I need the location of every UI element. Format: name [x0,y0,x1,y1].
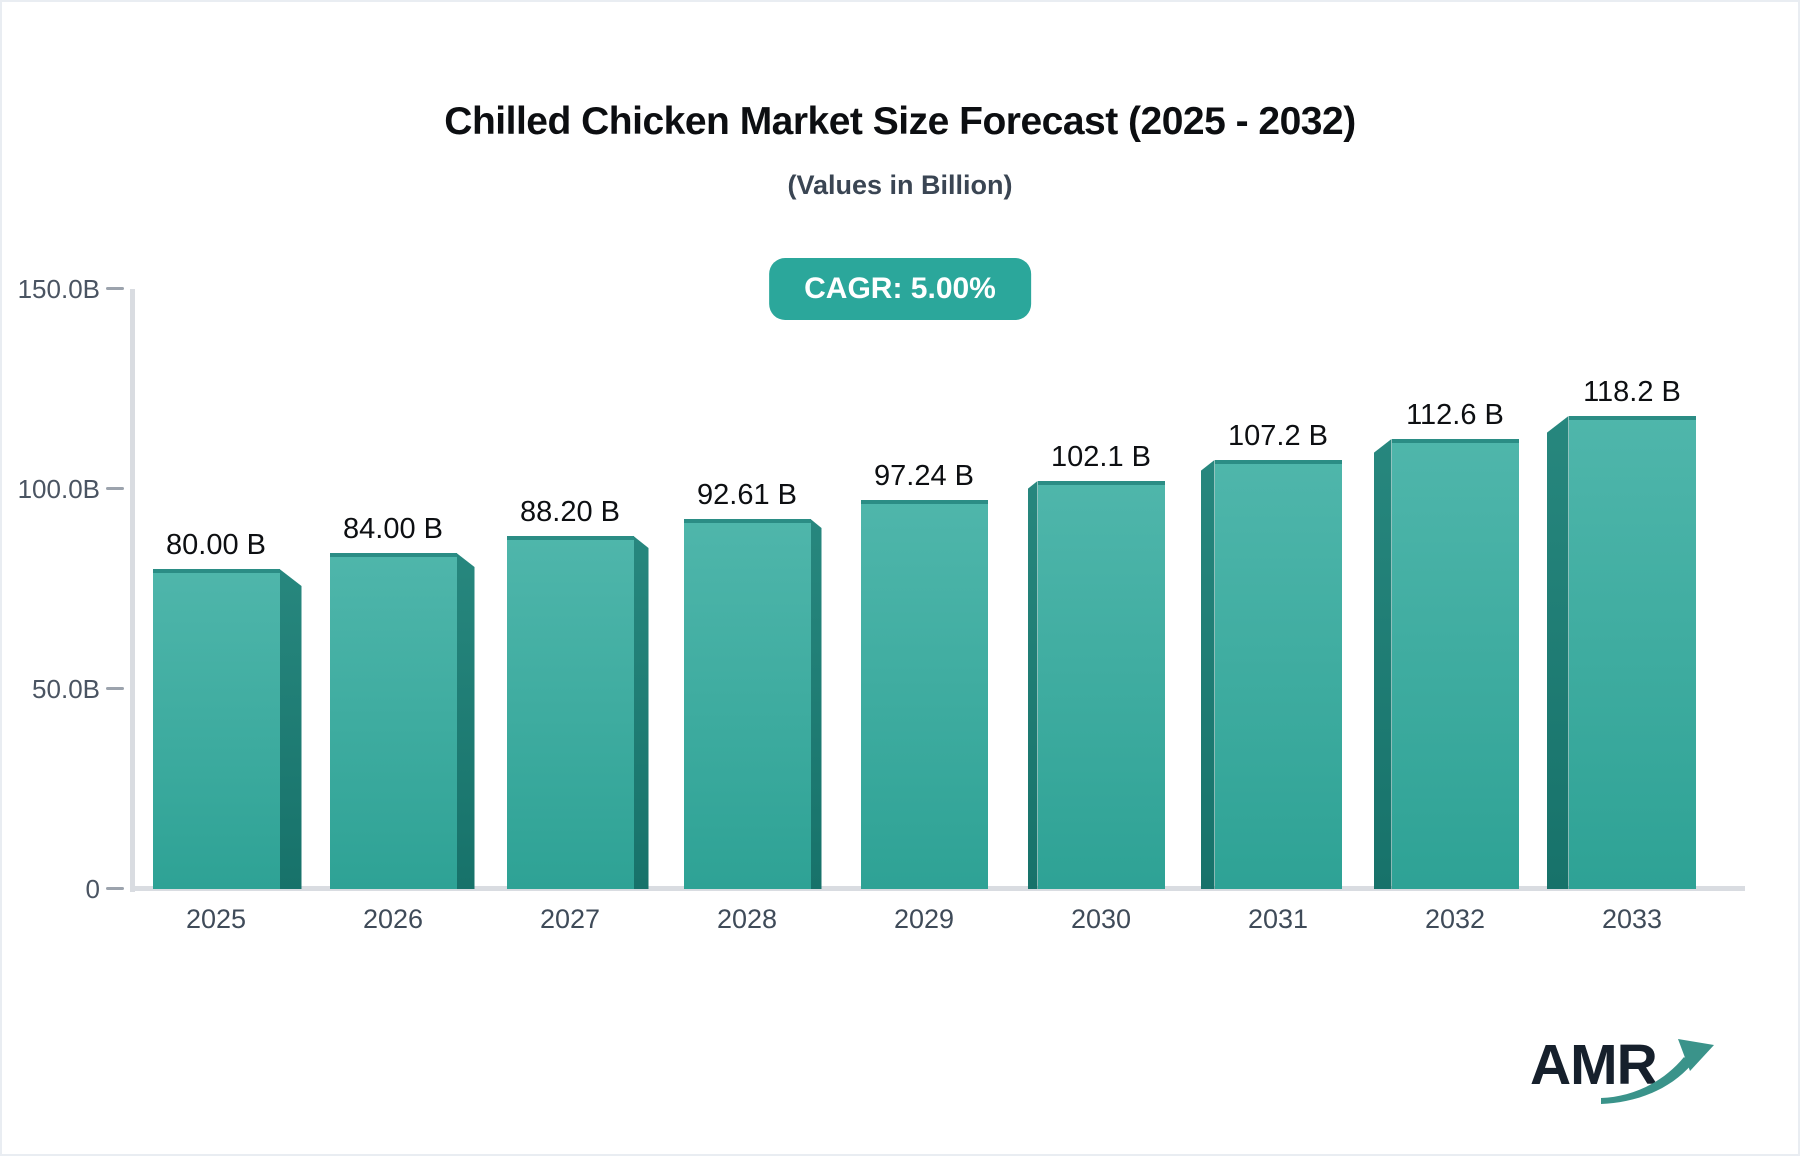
bar-value-label: 92.61 B [697,479,797,511]
brand-logo-text: AMR [1530,1033,1658,1097]
bar-front-face [1037,481,1165,889]
bar-side-face [633,536,649,889]
bar-value-label: 102.1 B [1051,441,1151,473]
bar-top-edge [1391,439,1519,443]
brand-logo: AMR [1530,1032,1730,1122]
x-axis-label-2029: 2029 [893,904,955,934]
y-tick-label: 0 [85,874,100,904]
y-tick-mark [106,887,124,890]
bar-front-face [1214,460,1342,889]
bar-2029 [860,500,988,889]
bar-side-face [1027,481,1038,889]
bar-value-label: 88.20 B [520,496,620,528]
x-axis-label-2025: 2025 [185,904,247,934]
bar-value-label: 107.2 B [1228,420,1328,452]
bar-side-face [456,553,475,889]
bar-front-face [860,500,988,889]
bar-2030 [1027,481,1165,889]
bar-2025 [152,569,302,889]
x-axis-label-2030: 2030 [1070,904,1132,934]
bar-value-label: 84.00 B [343,513,443,545]
bar-2028 [683,519,822,889]
y-tick-label: 100.0B [17,474,100,504]
x-axis-label-2032: 2032 [1424,904,1486,934]
x-axis-label-2028: 2028 [716,904,778,934]
bar-value-label: 80.00 B [166,529,266,561]
bar-top-edge [329,553,457,557]
chart-title: Chilled Chicken Market Size Forecast (20… [444,100,1356,143]
y-tick-mark [106,487,124,490]
bar-value-label: 112.6 B [1406,399,1504,431]
bar-side-face [279,569,302,889]
bar-top-edge [506,536,634,540]
bar-front-face [1568,416,1696,889]
x-axis-label-2033: 2033 [1601,904,1663,934]
y-tick-label: 150.0B [17,274,100,304]
bar-top-edge [1568,416,1696,420]
bar-top-edge [152,569,280,573]
y-tick-mark [106,687,124,690]
bar-side-face [1373,439,1392,889]
cagr-badge: CAGR: 5.00% [769,258,1031,320]
bar-front-face [152,569,280,889]
bar-side-face [1200,460,1215,889]
bar-value-label: 97.24 B [874,460,974,492]
bar-value-label: 118.2 B [1583,376,1681,408]
bar-top-edge [683,519,811,523]
growth-arrow-icon [1601,1039,1714,1104]
bar-2033 [1546,416,1696,889]
bar-2031 [1200,460,1342,889]
bar-side-face [810,519,822,889]
bar-top-edge [860,500,988,504]
x-axis-label-2027: 2027 [539,904,601,934]
bar-top-edge [1214,460,1342,464]
bar-2026 [329,553,475,889]
y-tick-label: 50.0B [32,674,100,704]
bar-front-face [683,519,811,889]
chart-subtitle: (Values in Billion) [787,170,1013,200]
y-axis-line [130,289,135,892]
bar-side-face [1546,416,1569,889]
bar-front-face [506,536,634,889]
bar-2032 [1373,439,1519,889]
x-axis-label-2031: 2031 [1247,904,1309,934]
x-axis-label-2026: 2026 [362,904,424,934]
bar-front-face [329,553,457,889]
bar-top-edge [1037,481,1165,485]
y-tick-mark [106,287,124,290]
bar-2027 [506,536,649,889]
bar-front-face [1391,439,1519,889]
